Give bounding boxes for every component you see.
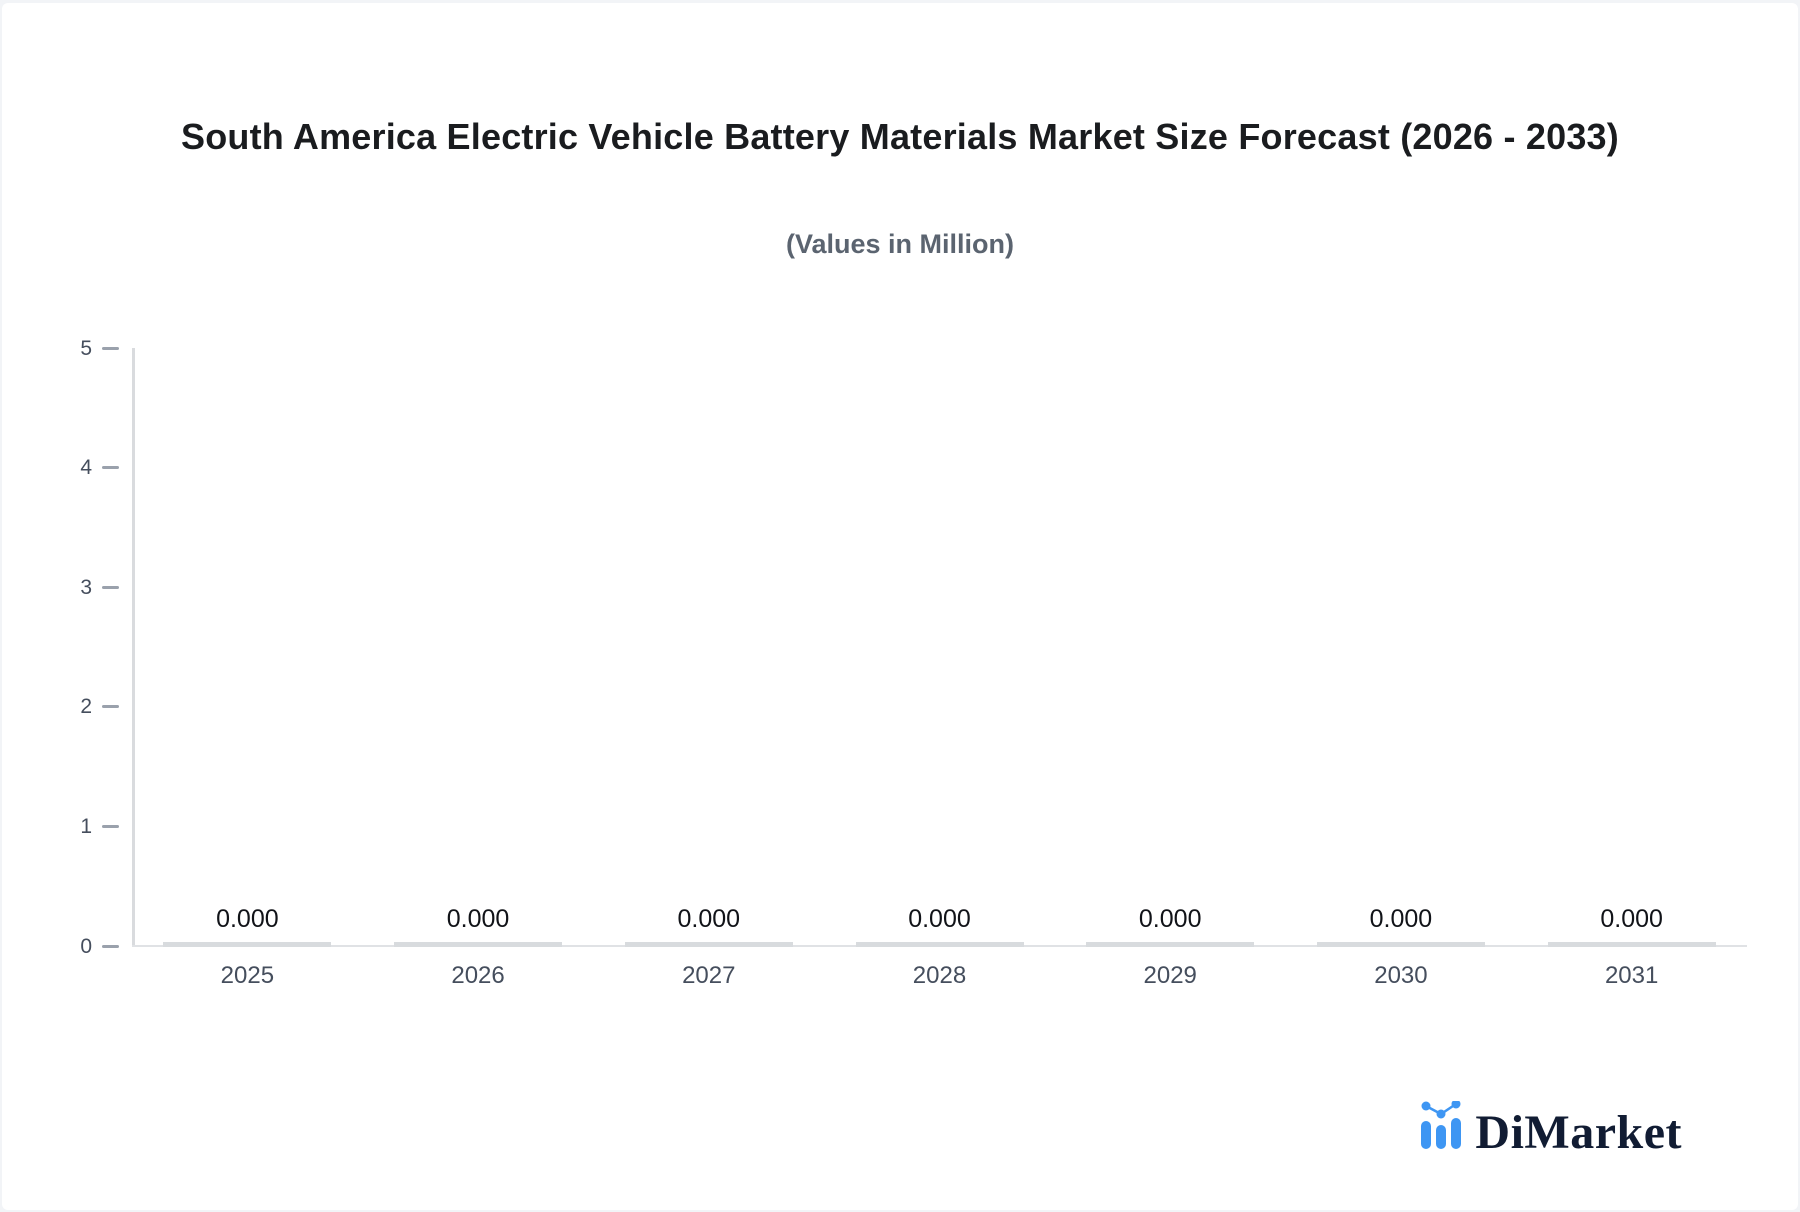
bar	[855, 942, 1024, 947]
bar	[394, 942, 563, 947]
x-axis-category-label: 2029	[1143, 962, 1197, 989]
bar-value-label: 0.000	[677, 905, 741, 933]
y-axis-tick-label: 3	[80, 575, 92, 599]
bar-value-label: 0.000	[216, 905, 279, 933]
y-axis-tick-label: 5	[80, 336, 92, 360]
dimarket-logo-icon	[1421, 1101, 1462, 1149]
y-axis-tick-mark	[102, 944, 119, 948]
y-axis-tick-label: 1	[80, 814, 92, 838]
y-axis-tick-label: 4	[80, 456, 92, 480]
bar	[1316, 942, 1485, 947]
y-axis-tick-mark	[102, 824, 119, 828]
bar-value-label: 0.000	[1600, 905, 1663, 933]
bar-value-label: 0.000	[908, 905, 971, 933]
y-axis-tick-label: 2	[80, 695, 92, 719]
y-axis-tick-label: 0	[80, 934, 92, 958]
x-axis-category-label: 2028	[912, 962, 967, 989]
chart-title: South America Electric Vehicle Battery M…	[181, 116, 1619, 157]
brand-name: DiMarket	[1475, 1105, 1682, 1159]
y-axis-tick-mark	[102, 705, 119, 709]
x-axis-category-label: 2027	[682, 962, 736, 989]
brand-logo: DiMarket	[1420, 1101, 1682, 1159]
x-axis-category-label: 2031	[1604, 962, 1659, 989]
y-axis-tick-mark	[102, 585, 119, 589]
bar-chart-plot-area: 0 1 2 3 4 5 0.000 2025 0.000 2026 0.000 2027 0.000 20…	[2, 3, 1798, 1210]
y-axis-tick-mark	[102, 346, 119, 350]
bar	[1547, 942, 1716, 947]
x-axis-category-label: 2030	[1374, 962, 1428, 989]
bar-value-label: 0.000	[1369, 905, 1433, 933]
bar	[624, 942, 793, 947]
chart-card: South America Electric Vehicle Battery M…	[2, 3, 1798, 1210]
x-axis-category-label: 2026	[451, 962, 505, 989]
x-axis-category-label: 2025	[220, 962, 275, 989]
bar-value-label: 0.000	[1138, 905, 1202, 933]
chart-subtitle: (Values in Million)	[785, 229, 1015, 259]
y-axis-line	[132, 348, 135, 946]
bar	[163, 942, 332, 947]
bar-value-label: 0.000	[446, 905, 510, 933]
y-axis-tick-mark	[102, 466, 119, 470]
bar	[1086, 942, 1255, 947]
